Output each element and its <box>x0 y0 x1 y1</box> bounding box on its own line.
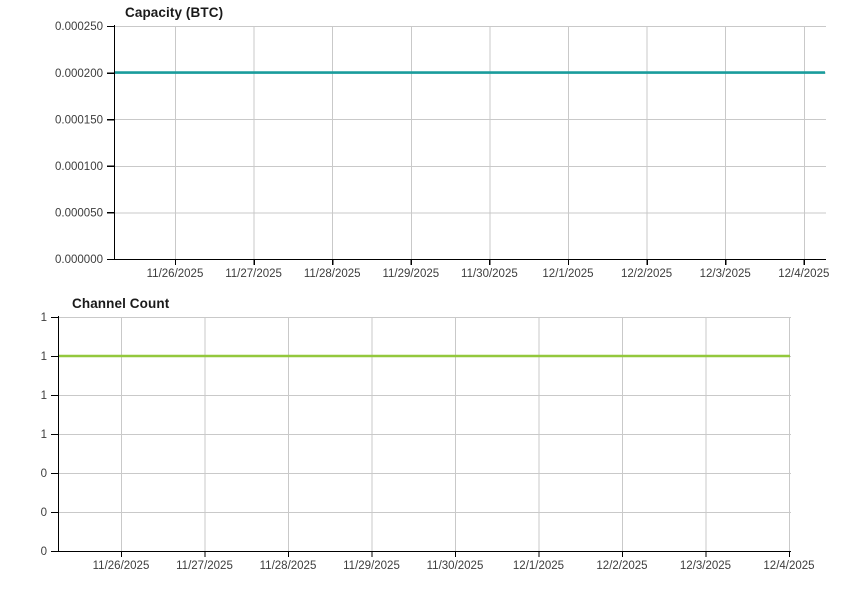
capacity-plot-area: 0.000250 0.000200 0.000150 0.000100 0.000050… <box>55 21 829 280</box>
capacity-x-tick-label: 11/28/2025 <box>304 268 361 280</box>
capacity-x-tick-label: 11/29/2025 <box>382 268 439 280</box>
channel-count-y-tick-label: 1 <box>41 312 47 324</box>
channel-count-y-tick-label: 0 <box>41 546 47 558</box>
capacity-y-tick-label: 0.000200 <box>55 68 103 80</box>
channel-count-y-tick-label: 1 <box>41 429 47 441</box>
channel-count-x-tick-label: 11/28/2025 <box>260 560 317 572</box>
channel-count-plot-area: 1 1 1 1 0 0 0 11/26/2025 11/27/2025 11/28/2025 11/… <box>41 312 815 572</box>
capacity-chart-panel: Capacity (BTC) 0.000250 0.000200 0.000150 0… <box>0 0 860 292</box>
capacity-y-tick-label: 0.000250 <box>55 21 103 33</box>
capacity-y-tick-label: 0.000000 <box>55 254 103 266</box>
capacity-x-tick-label: 11/26/2025 <box>147 268 204 280</box>
capacity-chart-title: Capacity (BTC) <box>125 5 224 20</box>
channel-count-chart-title: Channel Count <box>72 296 170 311</box>
channel-count-x-tick-label: 11/26/2025 <box>93 560 150 572</box>
capacity-x-tick-label: 12/1/2025 <box>542 268 593 280</box>
capacity-x-tick-label: 12/3/2025 <box>700 268 751 280</box>
channel-count-chart-panel: Channel Count 1 1 1 1 0 0 0 11/26/2025 11/27/202… <box>0 292 860 600</box>
capacity-y-tick-label: 0.000050 <box>55 208 103 220</box>
channel-count-x-tick-label: 11/29/2025 <box>343 560 400 572</box>
channel-count-x-tick-label: 12/2/2025 <box>596 560 647 572</box>
capacity-x-tick-label: 11/30/2025 <box>461 268 518 280</box>
channel-count-x-tick-label: 12/1/2025 <box>513 560 564 572</box>
capacity-y-tick-label: 0.000100 <box>55 161 103 173</box>
capacity-x-tick-label: 12/4/2025 <box>778 268 829 280</box>
channel-count-x-tick-label: 12/4/2025 <box>763 560 814 572</box>
capacity-x-tick-label: 11/27/2025 <box>225 268 282 280</box>
channel-count-x-tick-label: 12/3/2025 <box>680 560 731 572</box>
capacity-x-tick-label: 12/2/2025 <box>621 268 672 280</box>
capacity-y-tick-label: 0.000150 <box>55 114 103 126</box>
channel-count-y-tick-label: 1 <box>41 390 47 402</box>
channel-count-y-tick-label: 0 <box>41 468 47 480</box>
channel-count-x-tick-label: 11/27/2025 <box>176 560 233 572</box>
channel-count-y-tick-label: 0 <box>41 507 47 519</box>
channel-count-y-tick-label: 1 <box>41 351 47 363</box>
channel-count-x-tick-label: 11/30/2025 <box>427 560 484 572</box>
